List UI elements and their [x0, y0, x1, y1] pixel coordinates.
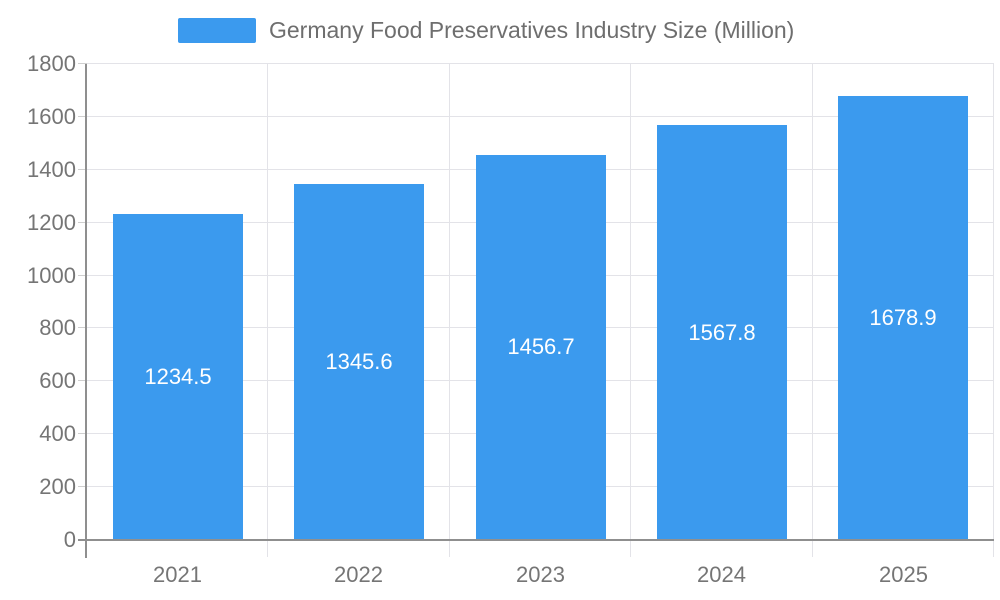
bar-value-label: 1456.7 — [507, 334, 575, 359]
x-tick-label: 2023 — [516, 562, 565, 587]
y-axis-line — [85, 64, 87, 558]
bar-value-label: 1567.8 — [688, 320, 756, 345]
bar-value-label: 1345.6 — [325, 349, 393, 374]
y-axis-tick — [78, 169, 87, 170]
gridline-horizontal — [87, 63, 994, 64]
bar-2022[interactable] — [294, 184, 424, 539]
y-tick-label: 1800 — [27, 51, 76, 76]
y-tick-label: 400 — [39, 421, 76, 446]
bar-2025[interactable] — [838, 96, 968, 539]
x-tick-label: 2025 — [879, 562, 928, 587]
y-axis-tick — [78, 327, 87, 328]
x-axis-tick — [993, 540, 994, 557]
x-tick-label: 2022 — [334, 562, 383, 587]
x-axis-tick — [267, 540, 268, 557]
x-axis-tick — [812, 540, 813, 557]
bar-2021[interactable] — [113, 214, 243, 539]
y-tick-label: 1000 — [27, 263, 76, 288]
bar-value-label: 1678.9 — [869, 305, 937, 330]
y-tick-label: 1600 — [27, 104, 76, 129]
y-axis-tick — [78, 63, 87, 64]
y-axis-tick — [78, 380, 87, 381]
y-tick-label: 0 — [63, 527, 76, 552]
y-tick-label: 600 — [39, 368, 76, 393]
gridline-vertical — [267, 64, 268, 540]
y-tick-label: 1200 — [27, 210, 76, 235]
bar-2024[interactable] — [657, 125, 787, 539]
x-tick-label: 2021 — [153, 562, 202, 587]
bar-2023[interactable] — [476, 155, 606, 539]
gridline-vertical — [993, 64, 994, 540]
y-tick-label: 200 — [39, 474, 76, 499]
legend-label: Germany Food Preservatives Industry Size… — [269, 17, 795, 43]
bar-value-label: 1234.5 — [144, 364, 212, 389]
x-axis-line — [78, 539, 994, 541]
y-tick-label: 1400 — [27, 157, 76, 182]
gridline-vertical — [449, 64, 450, 540]
gridline-vertical — [630, 64, 631, 540]
y-axis-tick — [78, 275, 87, 276]
y-axis-tick — [78, 222, 87, 223]
x-tick-label: 2024 — [697, 562, 746, 587]
x-axis-tick — [630, 540, 631, 557]
y-axis-tick — [78, 116, 87, 117]
y-axis-tick — [78, 486, 87, 487]
gridline-vertical — [812, 64, 813, 540]
y-axis-tick — [78, 433, 87, 434]
x-axis-tick — [449, 540, 450, 557]
legend-item[interactable]: Germany Food Preservatives Industry Size… — [178, 17, 794, 44]
y-tick-label: 800 — [39, 315, 76, 340]
gridline-horizontal — [87, 116, 994, 117]
legend-swatch-icon — [178, 18, 256, 43]
